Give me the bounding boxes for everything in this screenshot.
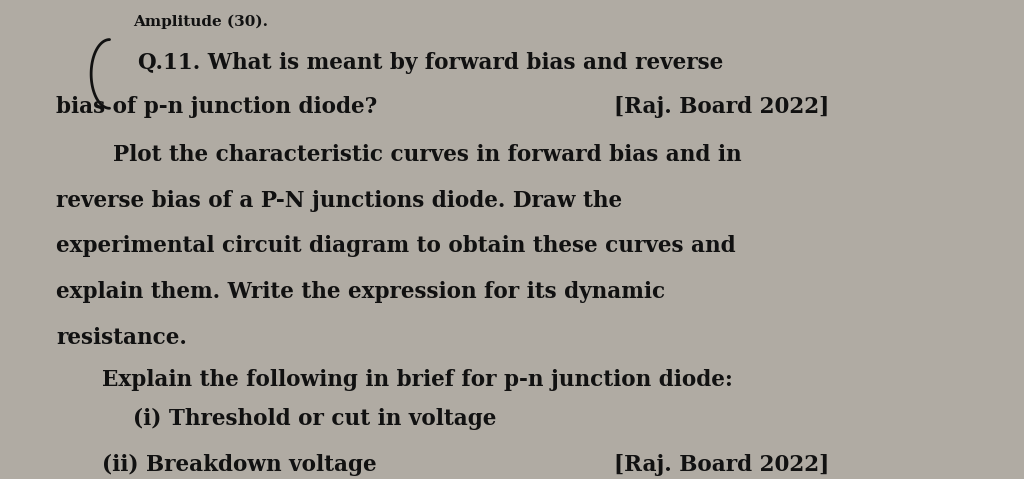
Text: explain them. Write the expression for its dynamic: explain them. Write the expression for i… xyxy=(56,281,666,303)
Text: [Raj. Board 2022]: [Raj. Board 2022] xyxy=(614,96,829,118)
Text: experimental circuit diagram to obtain these curves and: experimental circuit diagram to obtain t… xyxy=(56,235,736,257)
Text: reverse bias of a P-N junctions diode. Draw the: reverse bias of a P-N junctions diode. D… xyxy=(56,190,623,212)
Text: (ii) Breakdown voltage: (ii) Breakdown voltage xyxy=(102,454,377,476)
Text: [Raj. Board 2022]: [Raj. Board 2022] xyxy=(614,454,829,476)
Text: Plot the characteristic curves in forward bias and in: Plot the characteristic curves in forwar… xyxy=(113,144,741,166)
Text: Q.11. What is meant by forward bias and reverse: Q.11. What is meant by forward bias and … xyxy=(138,52,724,74)
Text: Explain the following in brief for p-n junction diode:: Explain the following in brief for p-n j… xyxy=(102,369,733,390)
Text: resistance.: resistance. xyxy=(56,327,187,349)
Text: (i) Threshold or cut in voltage: (i) Threshold or cut in voltage xyxy=(133,408,497,430)
Text: Amplitude (30).: Amplitude (30). xyxy=(133,14,268,29)
Text: bias of p-n junction diode?: bias of p-n junction diode? xyxy=(56,96,378,118)
